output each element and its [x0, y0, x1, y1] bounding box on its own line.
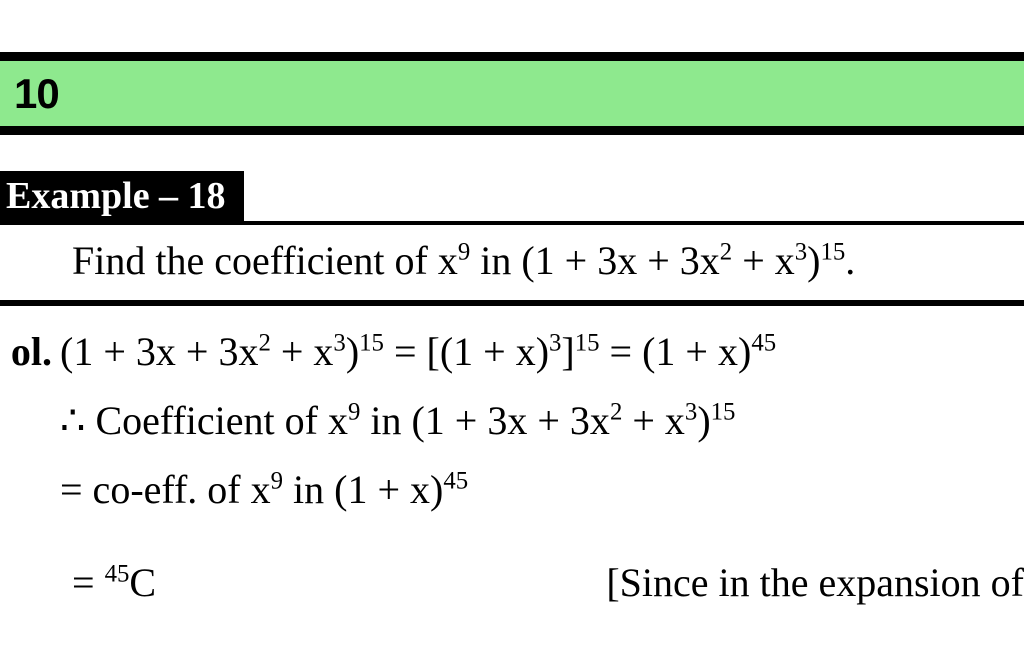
solution-line-2: ∴ Coefficient of x9 in (1 + 3x + 3x2 + x…	[60, 397, 1024, 444]
solution-block: ol. (1 + 3x + 3x2 + x3)15 = [(1 + x)3]15…	[0, 328, 1024, 606]
solution-row: ol. (1 + 3x + 3x2 + x3)15 = [(1 + x)3]15…	[0, 328, 1024, 535]
solution-label: ol.	[0, 328, 60, 375]
header-inner: 10	[0, 59, 1024, 128]
solution-aside: [Since in the expansion of	[606, 559, 1024, 606]
solution-line-4: = 45C	[0, 559, 606, 606]
solution-body: (1 + 3x + 3x2 + x3)15 = [(1 + x)3]15 = (…	[60, 328, 1024, 535]
bottom-row: = 45C [Since in the expansion of	[0, 559, 1024, 606]
question-text: Find the coefficient of x9 in (1 + 3x + …	[72, 237, 1024, 284]
question-row: Find the coefficient of x9 in (1 + 3x + …	[0, 225, 1024, 306]
header-band: 10	[0, 52, 1024, 135]
page: 10 Example – 18 Find the coefficient of …	[0, 52, 1024, 647]
solution-line-1: (1 + 3x + 3x2 + x3)15 = [(1 + x)3]15 = (…	[60, 328, 1024, 375]
solution-line-3: = co-eff. of x9 in (1 + x)45	[60, 466, 1024, 513]
page-number: 10	[0, 70, 59, 118]
example-badge: Example – 18	[0, 171, 244, 221]
example-row: Example – 18	[0, 171, 1024, 225]
